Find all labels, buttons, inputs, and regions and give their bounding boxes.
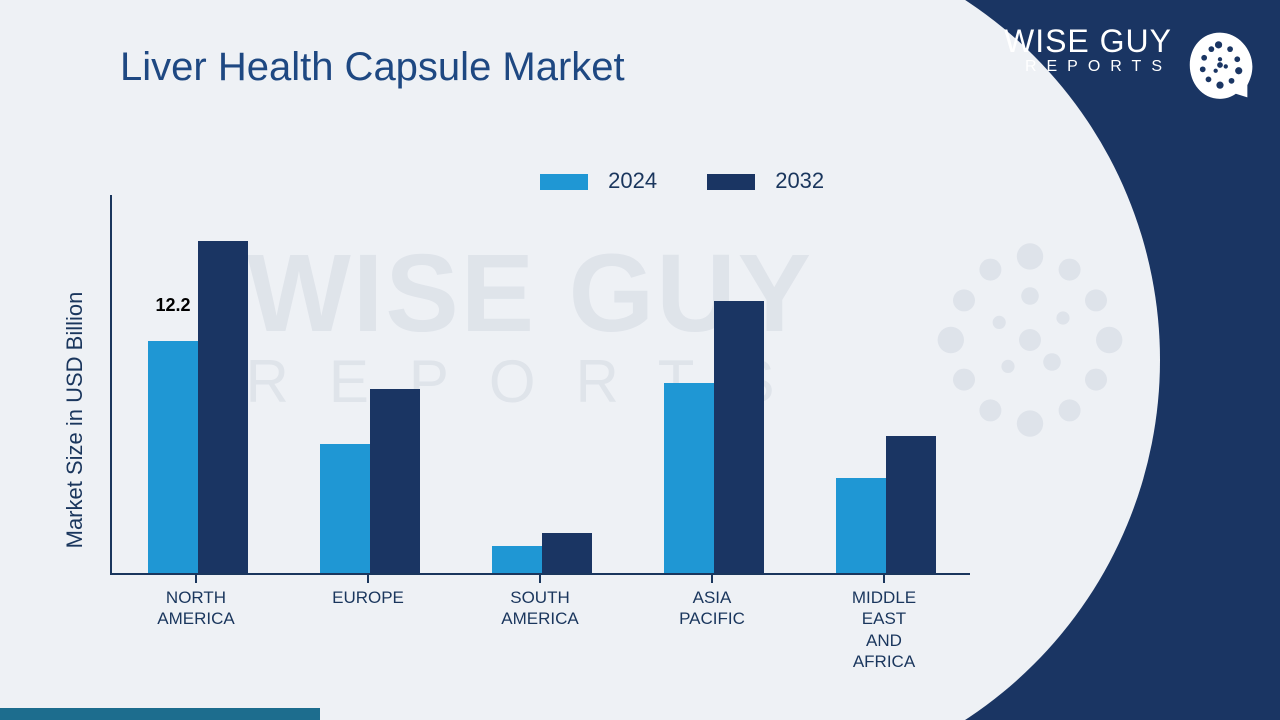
x-tick	[883, 575, 885, 583]
brand-logo: WISE GUY REPORTS	[1004, 25, 1250, 75]
bar-2032	[714, 301, 764, 573]
bar-2032	[886, 436, 936, 573]
bar-2032	[542, 533, 592, 573]
bar-2024	[836, 478, 886, 573]
bar-2024	[664, 383, 714, 573]
x-tick	[367, 575, 369, 583]
x-category-label: SOUTH AMERICA	[501, 587, 578, 630]
chart: Market Size in USD Billion 12.2 NORTH AM…	[45, 150, 985, 690]
x-category-label: MIDDLE EAST AND AFRICA	[852, 587, 916, 672]
accent-bar	[0, 708, 320, 720]
x-category-label: NORTH AMERICA	[157, 587, 234, 630]
page: WISE GUY REPORTS Liver Health Capsule Ma…	[0, 0, 1280, 720]
x-tick	[195, 575, 197, 583]
bar-2024	[492, 546, 542, 573]
bar-value-label: 12.2	[155, 295, 190, 316]
x-tick	[539, 575, 541, 583]
bar-2032	[198, 241, 248, 574]
plot-area: 12.2	[110, 195, 970, 575]
bar-2024	[320, 444, 370, 573]
x-category-label: ASIA PACIFIC	[679, 587, 745, 630]
x-category-label: EUROPE	[332, 587, 404, 608]
chart-title: Liver Health Capsule Market	[120, 45, 625, 90]
logo-line1: WISE GUY	[1004, 25, 1172, 57]
x-tick	[711, 575, 713, 583]
bar-2032	[370, 389, 420, 573]
logo-line2: REPORTS	[1004, 59, 1172, 75]
y-axis-label: Market Size in USD Billion	[62, 220, 88, 620]
bar-2024	[148, 341, 198, 573]
